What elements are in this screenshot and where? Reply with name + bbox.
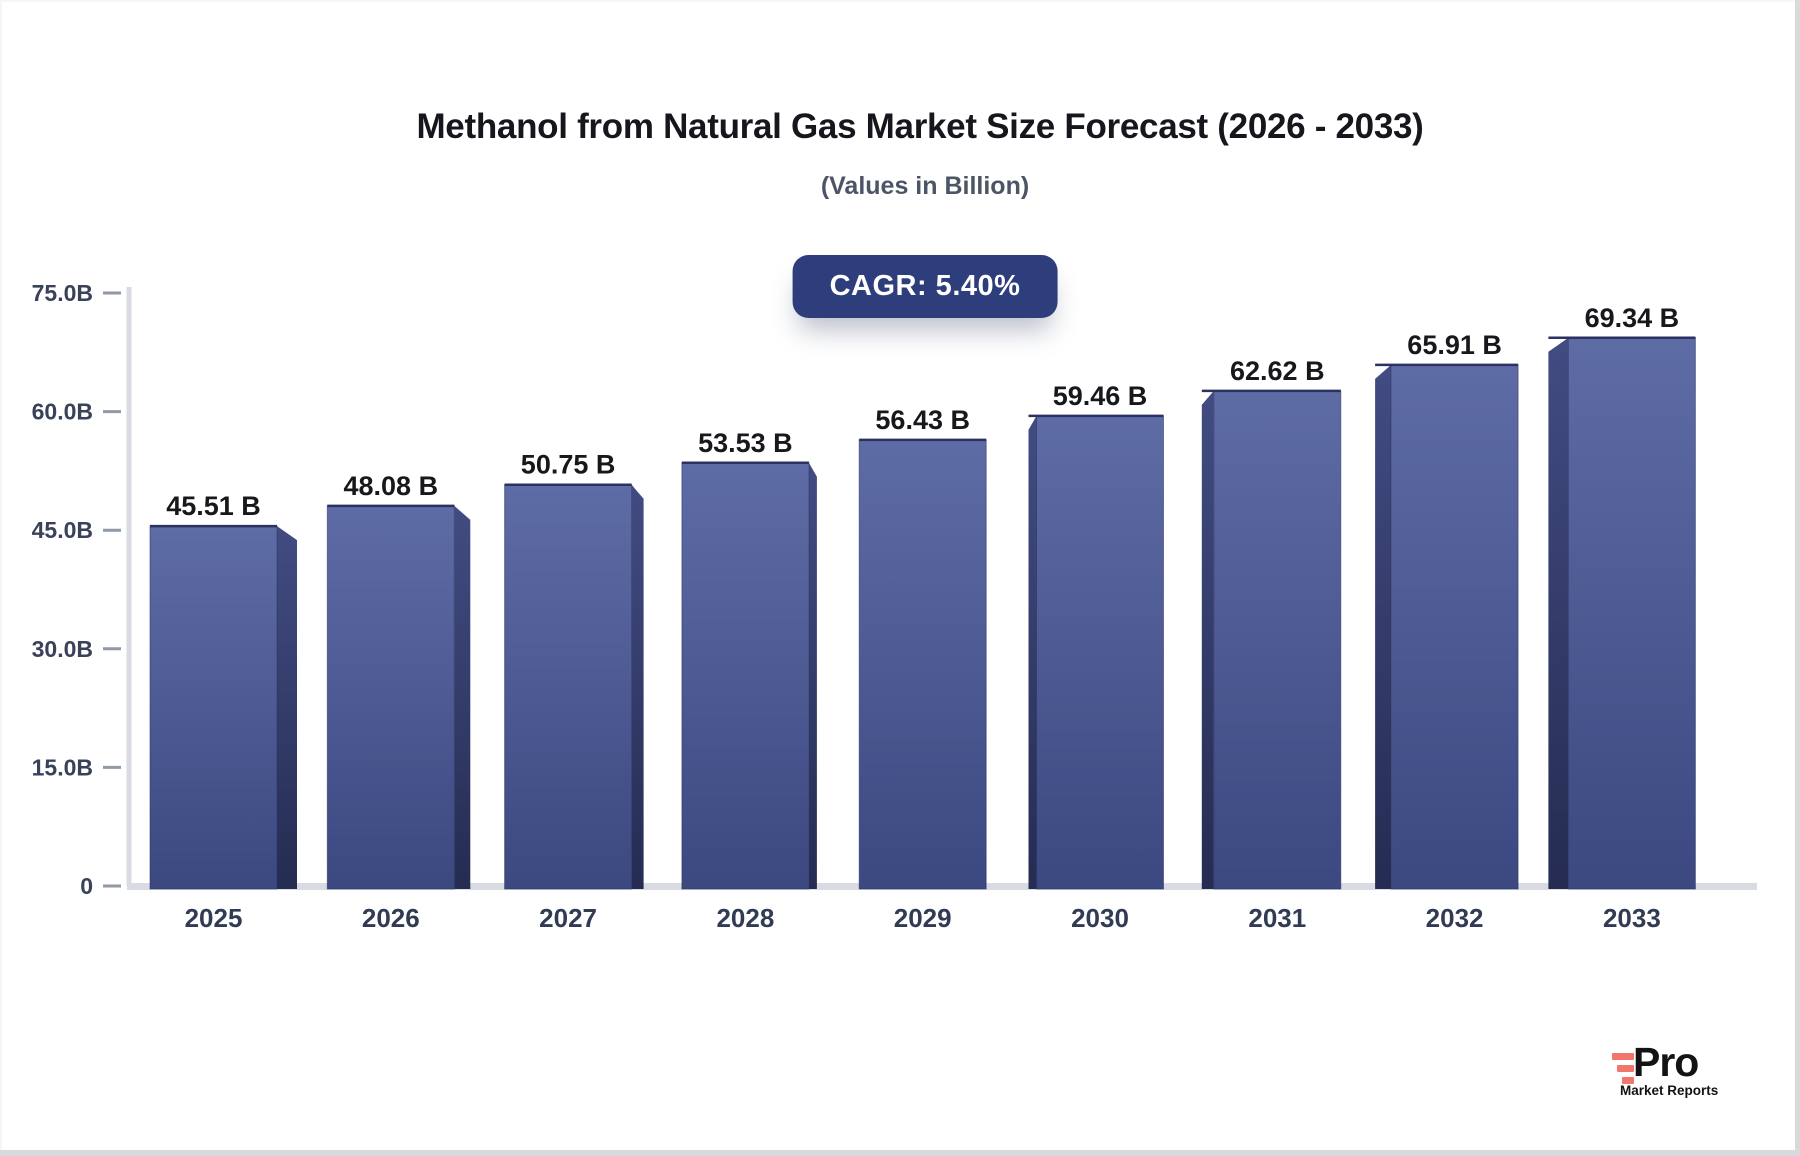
bar-value-label-2031: 62.62 B [1230,356,1325,386]
bar-2030 [1036,415,1164,890]
bar-value-label-2030: 59.46 B [1053,381,1148,411]
x-axis-label-2029: 2029 [894,903,952,933]
bar-value-label-2027: 50.75 B [521,450,616,480]
x-axis-label-2030: 2030 [1071,903,1129,933]
bar-side-face-2026 [454,505,471,889]
bar-value-label-2028: 53.53 B [698,428,793,458]
logo-subtext: Market Reports [1620,1083,1719,1098]
bar-side-face-2033 [1548,337,1569,890]
cagr-badge: CAGR: 5.40% [792,255,1058,318]
bar-side-face-2030 [1028,415,1037,889]
bar-side-face-2027 [631,484,644,889]
bar-side-face-2031 [1201,390,1214,889]
bar-2033 [1567,337,1696,890]
y-tick-label: 60.0B [32,399,93,425]
bar-side-face-2032 [1375,364,1392,890]
y-tick-label: 15.0B [32,754,93,780]
y-tick-label: 75.0B [32,280,93,306]
bar-value-label-2032: 65.91 B [1407,330,1502,360]
x-axis-label-2033: 2033 [1603,903,1661,933]
bar-value-label-2033: 69.34 B [1585,303,1680,333]
logo-speed-line [1612,1053,1634,1060]
x-axis-label-2025: 2025 [185,903,243,933]
chart-title: Methanol from Natural Gas Market Size Fo… [416,107,1424,146]
bar-side-face-2025 [277,526,297,889]
bar-value-label-2025: 45.51 B [166,491,261,521]
bar-2025 [149,525,278,890]
bar-value-label-2026: 48.08 B [344,471,439,501]
page-edge-top [0,0,1800,2]
x-axis-label-2028: 2028 [716,903,774,933]
bar-2032 [1390,364,1519,890]
bar-2026 [326,505,455,890]
x-axis-label-2031: 2031 [1248,903,1306,933]
bar-2029 [858,439,987,890]
x-axis-label-2032: 2032 [1426,903,1484,933]
bar-2031 [1213,390,1342,890]
logo-speed-line [1622,1077,1634,1084]
y-tick-label: 45.0B [32,517,93,543]
bar-2027 [504,484,633,890]
pro-market-reports-logo: Pro Market Reports [1610,1039,1720,1104]
bar-side-face-2028 [808,462,817,889]
x-axis-label-2026: 2026 [362,903,420,933]
logo-text: Pro [1633,1039,1699,1085]
page-edge-bottom [0,1150,1800,1156]
logo-speed-line [1617,1065,1634,1072]
y-tick-label: 30.0B [32,636,93,662]
page-edge-right [1795,0,1800,1156]
chart-subtitle: (Values in Billion) [820,172,1030,200]
y-tick-label: 0 [80,873,93,899]
x-axis-label-2027: 2027 [539,903,597,933]
page-edge-left [0,0,2,1156]
bar-value-label-2029: 56.43 B [875,405,970,435]
bar-2028 [681,462,810,890]
